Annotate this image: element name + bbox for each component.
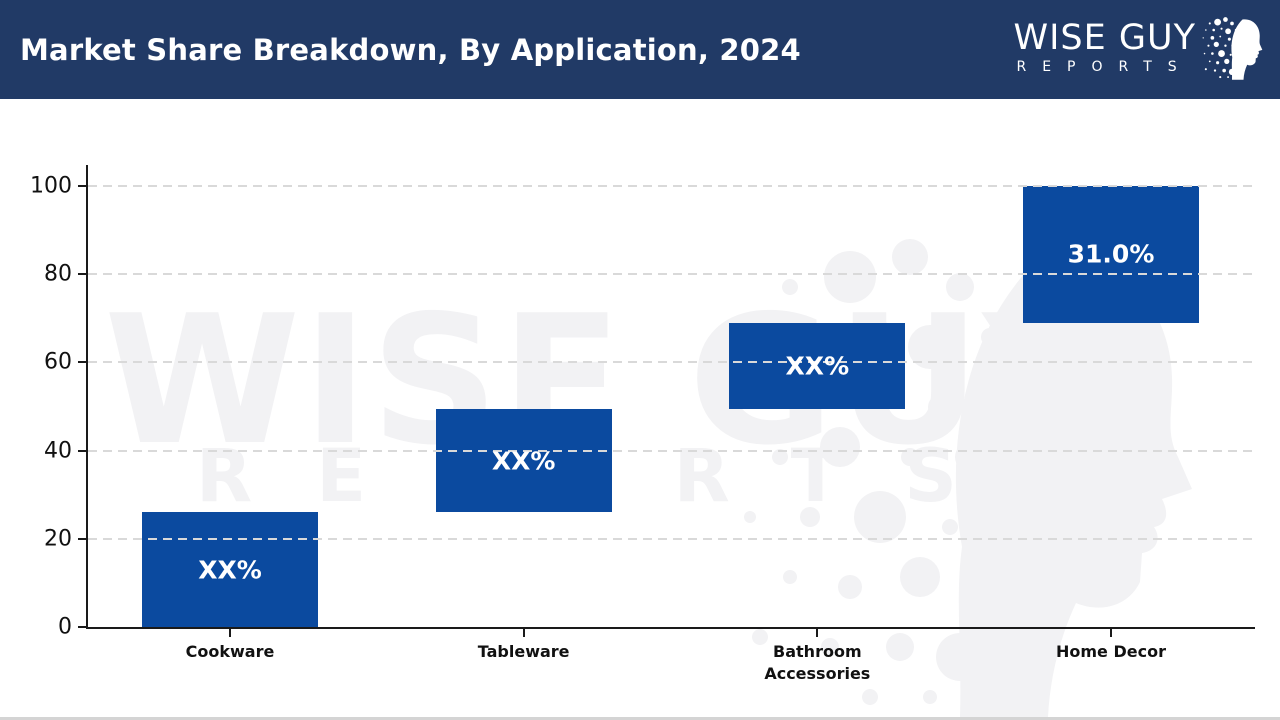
bar-cookware [142, 512, 318, 627]
y-tick-40 [78, 449, 86, 452]
logo-text: WISE GUY REPORTS [1013, 19, 1196, 75]
y-tick-label-40: 40 [44, 438, 72, 464]
bar-label-bathroom-accessories: XX% [785, 351, 850, 381]
y-tick-0 [78, 626, 86, 628]
wise-guy-reports-logo: WISE GUY REPORTS [1013, 8, 1266, 86]
gridline-80 [88, 273, 1255, 276]
bar-label-home-decor: 31.0% [1067, 239, 1155, 269]
gridline-60 [88, 361, 1255, 364]
bar-label-tableware: XX% [491, 446, 556, 476]
plot-region: 0 20 40 60 80 100 XX% XX% XX% 31.0% Cookware Tablew… [0, 99, 1280, 717]
chart-title: Market Share Breakdown, By Application, … [20, 32, 801, 67]
x-axis-line [86, 627, 1255, 629]
logo-face-icon [1202, 17, 1263, 80]
bar-bathroom-accessories [729, 322, 906, 409]
x-label-home-decor: Home Decor [1056, 642, 1166, 661]
gridline-100 [88, 185, 1255, 187]
x-label-bathroom-accessories: Bathroom Accessories [764, 642, 871, 684]
y-tick-100 [78, 185, 86, 187]
x-tick-2 [522, 629, 525, 637]
y-tick-60 [78, 361, 86, 364]
header-bar: Market Share Breakdown, By Application, … [0, 0, 1280, 99]
chart-area: WISE GUY REPORTS 020406080100XX%XX%XX%31… [0, 99, 1280, 720]
x-tick-3 [816, 629, 819, 637]
y-tick-label-60: 60 [44, 349, 72, 375]
x-tick-4 [1110, 629, 1112, 637]
x-label-tableware: Tableware [477, 642, 570, 661]
bar-tableware [435, 408, 612, 513]
y-tick-label-80: 80 [44, 261, 72, 287]
bar-label-cookware: XX% [198, 555, 262, 585]
gridline-40 [88, 449, 1255, 452]
x-tick-1 [229, 629, 231, 637]
y-tick-label-100: 100 [30, 173, 72, 199]
logo-wise-guy-text: WISE GUY [1013, 18, 1196, 59]
gridline-20 [88, 537, 1255, 540]
y-tick-80 [78, 273, 86, 276]
bar-home-decor [1023, 186, 1199, 323]
x-label-cookware: Cookware [185, 642, 275, 661]
logo-reports-text: REPORTS [1016, 58, 1193, 75]
y-tick-20 [78, 537, 86, 540]
y-tick-label-20: 20 [44, 526, 72, 552]
y-tick-label-0: 0 [58, 614, 72, 640]
y-axis-line [86, 165, 88, 629]
